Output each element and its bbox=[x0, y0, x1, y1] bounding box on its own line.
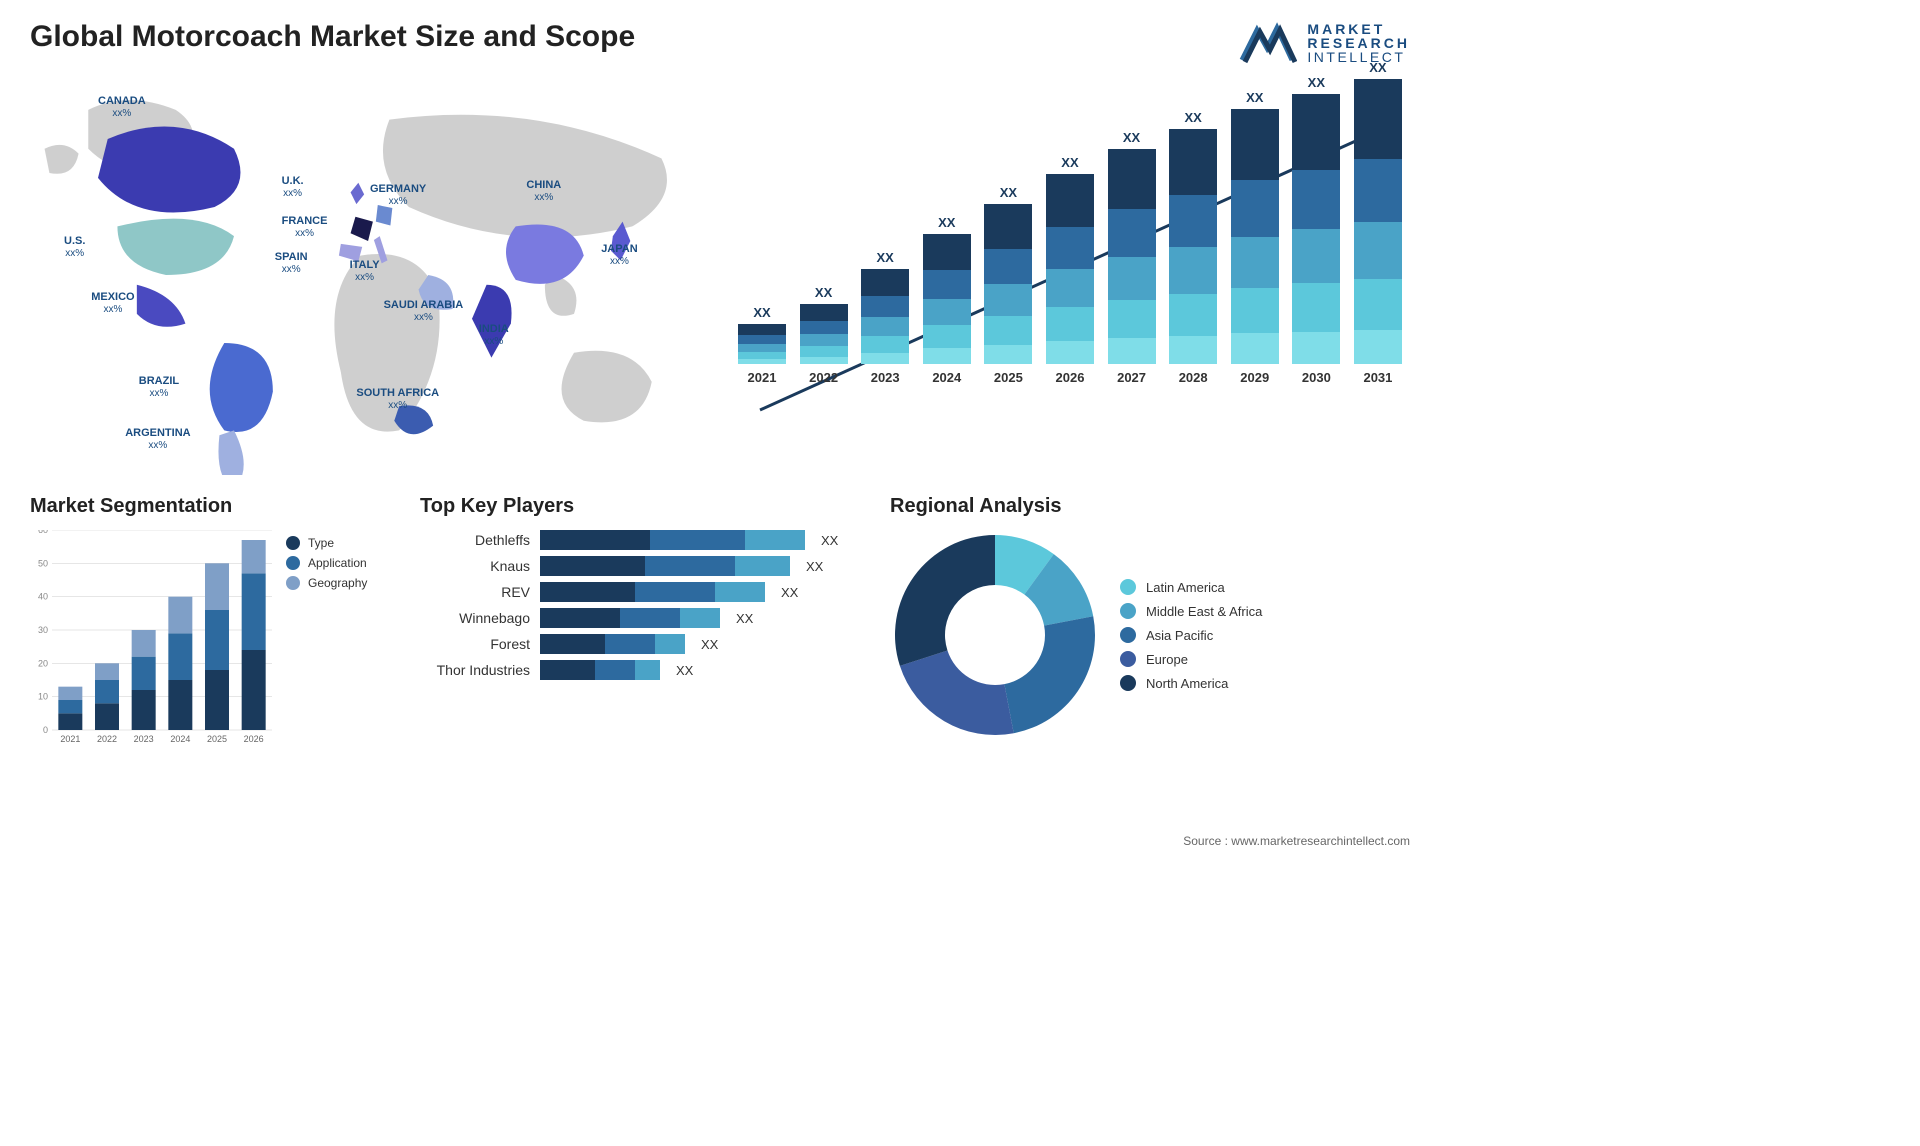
svg-text:20: 20 bbox=[38, 658, 48, 668]
region-legend-latinamerica: Latin America bbox=[1120, 579, 1262, 595]
map-label-italy: ITALYxx% bbox=[350, 259, 380, 283]
svg-text:60: 60 bbox=[38, 530, 48, 535]
key-players-panel: Top Key Players DethleffsXX KnausXX REVXX W… bbox=[420, 495, 860, 748]
player-row-winnebago: WinnebagoXX bbox=[420, 608, 860, 628]
growth-bar-2031: XX2031 bbox=[1354, 60, 1402, 385]
key-players-title: Top Key Players bbox=[420, 495, 860, 518]
svg-text:2021: 2021 bbox=[60, 734, 80, 744]
map-label-spain: SPAINxx% bbox=[275, 251, 308, 275]
svg-text:30: 30 bbox=[38, 625, 48, 635]
map-label-argentina: ARGENTINAxx% bbox=[125, 427, 190, 451]
svg-text:10: 10 bbox=[38, 692, 48, 702]
region-legend-northamerica: North America bbox=[1120, 675, 1262, 691]
source-text: Source : www.marketresearchintellect.com bbox=[1183, 834, 1410, 848]
growth-bar-2022: XX2022 bbox=[800, 285, 848, 385]
regional-panel: Regional Analysis Latin America Middle Ea… bbox=[890, 495, 1410, 748]
svg-text:0: 0 bbox=[43, 725, 48, 735]
donut-slice-europe bbox=[900, 650, 1014, 735]
segmentation-title: Market Segmentation bbox=[30, 495, 390, 518]
logo-icon bbox=[1237, 20, 1297, 65]
header: Global Motorcoach Market Size and Scope … bbox=[30, 20, 1410, 65]
player-row-rev: REVXX bbox=[420, 582, 860, 602]
map-label-france: FRANCExx% bbox=[282, 215, 328, 239]
bottom-row: Market Segmentation 0 10 20 30 40 50 60 2021 202… bbox=[30, 495, 1410, 748]
growth-bar-2024: XX2024 bbox=[923, 215, 971, 385]
growth-bar-2027: XX2027 bbox=[1108, 130, 1156, 385]
regional-title: Regional Analysis bbox=[890, 495, 1410, 518]
segmentation-legend: Type Application Geography bbox=[286, 530, 367, 596]
svg-text:2022: 2022 bbox=[97, 734, 117, 744]
growth-bar-2025: XX2025 bbox=[984, 185, 1032, 385]
region-legend-middleeastafrica: Middle East & Africa bbox=[1120, 603, 1262, 619]
svg-text:2024: 2024 bbox=[170, 734, 190, 744]
svg-text:40: 40 bbox=[38, 592, 48, 602]
map-label-india: INDIAxx% bbox=[479, 323, 509, 347]
donut-slice-northamerica bbox=[895, 535, 995, 666]
map-label-germany: GERMANYxx% bbox=[370, 183, 426, 207]
map-label-mexico: MEXICOxx% bbox=[91, 291, 134, 315]
player-row-forest: ForestXX bbox=[420, 634, 860, 654]
regional-legend: Latin America Middle East & Africa Asia Pa… bbox=[1120, 571, 1262, 699]
map-label-uk: U.K.xx% bbox=[282, 175, 304, 199]
segmentation-panel: Market Segmentation 0 10 20 30 40 50 60 2021 202… bbox=[30, 495, 390, 748]
player-row-thor-industries: Thor IndustriesXX bbox=[420, 660, 860, 680]
seg-legend-type: Type bbox=[286, 536, 367, 550]
growth-bar-2026: XX2026 bbox=[1046, 155, 1094, 385]
region-legend-europe: Europe bbox=[1120, 651, 1262, 667]
top-row: CANADAxx% U.S.xx% MEXICOxx% BRAZILxx% ARGENT… bbox=[30, 75, 1410, 475]
growth-bar-2030: XX2030 bbox=[1292, 75, 1340, 385]
map-label-japan: JAPANxx% bbox=[601, 243, 637, 267]
map-label-canada: CANADAxx% bbox=[98, 95, 146, 119]
map-label-china: CHINAxx% bbox=[526, 179, 561, 203]
donut-slice-asiapacific bbox=[1004, 616, 1095, 733]
page-title: Global Motorcoach Market Size and Scope bbox=[30, 20, 635, 54]
region-legend-asiapacific: Asia Pacific bbox=[1120, 627, 1262, 643]
seg-legend-application: Application bbox=[286, 556, 367, 570]
map-label-us: U.S.xx% bbox=[64, 235, 85, 259]
map-label-brazil: BRAZILxx% bbox=[139, 375, 179, 399]
regional-donut bbox=[890, 530, 1100, 740]
svg-text:50: 50 bbox=[38, 558, 48, 568]
segmentation-chart: 0 10 20 30 40 50 60 2021 2022 2023 2024 2025 2026 bbox=[30, 530, 272, 748]
logo-text: MARKET RESEARCH INTELLECT bbox=[1307, 22, 1410, 64]
growth-bar-2029: XX2029 bbox=[1231, 90, 1279, 385]
growth-bar-2028: XX2028 bbox=[1169, 110, 1217, 385]
seg-legend-geography: Geography bbox=[286, 576, 367, 590]
svg-text:2023: 2023 bbox=[134, 734, 154, 744]
world-map-panel: CANADAxx% U.S.xx% MEXICOxx% BRAZILxx% ARGENT… bbox=[30, 75, 710, 475]
growth-chart: XX2021 XX2022 XX2023 XX2024 XX2025 XX2026 XX20… bbox=[730, 75, 1410, 475]
map-label-southafrica: SOUTH AFRICAxx% bbox=[356, 387, 439, 411]
svg-text:2025: 2025 bbox=[207, 734, 227, 744]
growth-bar-2021: XX2021 bbox=[738, 305, 786, 385]
map-label-saudiarabia: SAUDI ARABIAxx% bbox=[384, 299, 464, 323]
brand-logo: MARKET RESEARCH INTELLECT bbox=[1237, 20, 1410, 65]
player-row-dethleffs: DethleffsXX bbox=[420, 530, 860, 550]
player-row-knaus: KnausXX bbox=[420, 556, 860, 576]
svg-text:2026: 2026 bbox=[244, 734, 264, 744]
growth-bar-2023: XX2023 bbox=[861, 250, 909, 385]
